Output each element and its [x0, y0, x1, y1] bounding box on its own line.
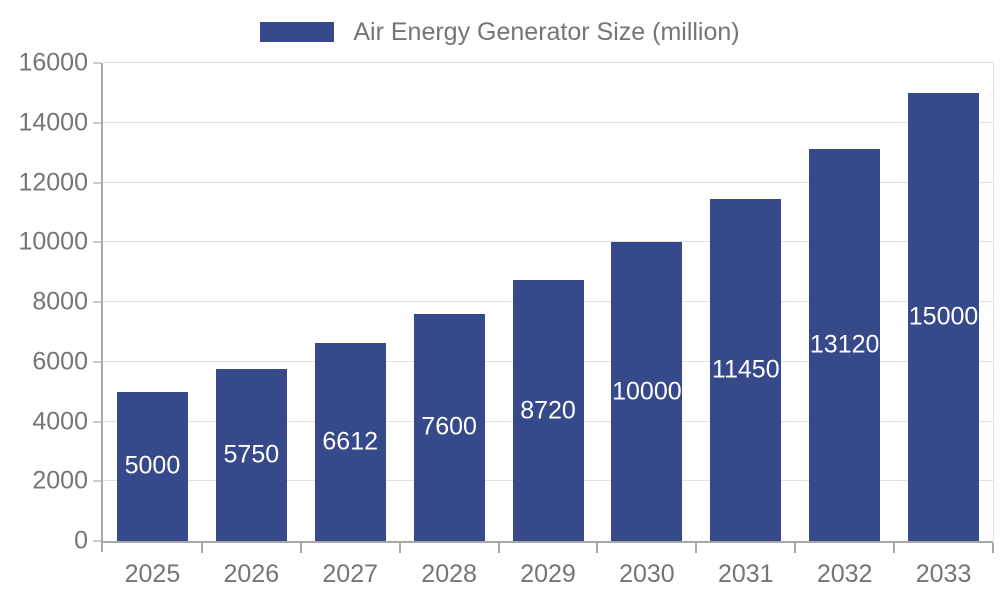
bar-value-label: 6612 — [322, 427, 379, 456]
y-axis-tick-label: 10000 — [18, 227, 88, 256]
bar-value-label: 13120 — [809, 330, 880, 359]
y-axis-tick — [93, 301, 101, 303]
bar-2033[interactable] — [908, 92, 980, 541]
y-axis-tick-label: 14000 — [18, 108, 88, 137]
x-axis-tick — [794, 543, 797, 553]
y-axis-tick — [93, 480, 101, 483]
bar-value-label: 5000 — [124, 451, 181, 480]
bar-2029[interactable] — [512, 280, 584, 541]
y-axis-tick — [93, 121, 101, 124]
gridline — [103, 121, 993, 123]
x-axis-tick-label: 2025 — [124, 560, 181, 588]
x-axis-tick-label: 2032 — [816, 560, 873, 588]
y-axis-tick-label: 0 — [74, 526, 88, 555]
y-axis-tick — [93, 241, 101, 244]
y-axis-tick-label: 6000 — [32, 347, 88, 376]
y-axis-tick — [93, 420, 101, 423]
y-axis-tick — [93, 540, 101, 542]
plot-area: 5000 5750 6612 7600 8720 10000 11450 13120 15000 — [93, 62, 994, 553]
bar-2028[interactable] — [413, 313, 485, 541]
bar-2032[interactable] — [809, 149, 881, 541]
y-axis-labels: 0 2000 4000 6000 8000 10000 12000 14000 16000 — [0, 49, 88, 555]
x-axis-tick — [695, 543, 698, 553]
gridline — [103, 62, 993, 63]
legend[interactable]: Air Energy Generator Size (million) — [0, 19, 1000, 45]
gridline — [103, 241, 993, 243]
x-axis-tick — [596, 543, 599, 553]
y-axis-tick-label: 4000 — [32, 407, 88, 435]
y-axis-tick-label: 12000 — [18, 168, 88, 196]
bar-2025[interactable] — [116, 391, 188, 541]
plot-right-border — [993, 63, 994, 541]
y-axis-tick — [93, 181, 101, 184]
y-axis-tick-label: 2000 — [32, 466, 88, 495]
bar-2031[interactable] — [710, 198, 782, 541]
x-axis-tick-label: 2027 — [322, 560, 379, 588]
bar-value-label: 5750 — [223, 440, 280, 469]
y-axis-tick-label: 16000 — [18, 48, 88, 77]
x-axis-tick — [893, 543, 896, 553]
bar-2026[interactable] — [215, 369, 287, 541]
y-axis-line — [101, 63, 103, 552]
bar-value-label: 7600 — [421, 412, 477, 441]
x-axis-line — [101, 541, 993, 543]
bar-value-label: 15000 — [908, 302, 979, 331]
x-axis-tick — [992, 543, 994, 553]
x-axis-tick-label: 2026 — [223, 560, 280, 588]
x-axis-tick-label: 2033 — [915, 560, 972, 588]
y-axis-tick — [93, 62, 101, 64]
x-axis-tick-label: 2030 — [619, 560, 675, 588]
x-axis-tick-label: 2028 — [421, 560, 477, 588]
bar-value-label: 8720 — [520, 396, 576, 425]
bar-2027[interactable] — [314, 343, 386, 541]
bar-value-label: 11450 — [711, 355, 780, 384]
legend-label: Air Energy Generator Size (million) — [353, 18, 740, 46]
x-axis-tick — [398, 543, 401, 553]
bar-value-label: 10000 — [612, 377, 682, 406]
x-axis-tick — [200, 543, 203, 553]
y-axis-tick — [93, 360, 101, 363]
bar-2030[interactable] — [611, 242, 683, 541]
legend-swatch — [260, 22, 335, 42]
x-axis-tick-label: 2031 — [717, 560, 774, 588]
x-axis-tick — [497, 543, 500, 553]
x-axis-tick-label: 2029 — [520, 560, 576, 588]
x-axis-labels: 2025 2026 2027 2028 2029 2030 2031 2032 2033 — [103, 560, 993, 590]
y-axis-tick-label: 8000 — [32, 287, 88, 316]
gridline — [103, 181, 993, 183]
x-axis-tick — [299, 543, 302, 553]
